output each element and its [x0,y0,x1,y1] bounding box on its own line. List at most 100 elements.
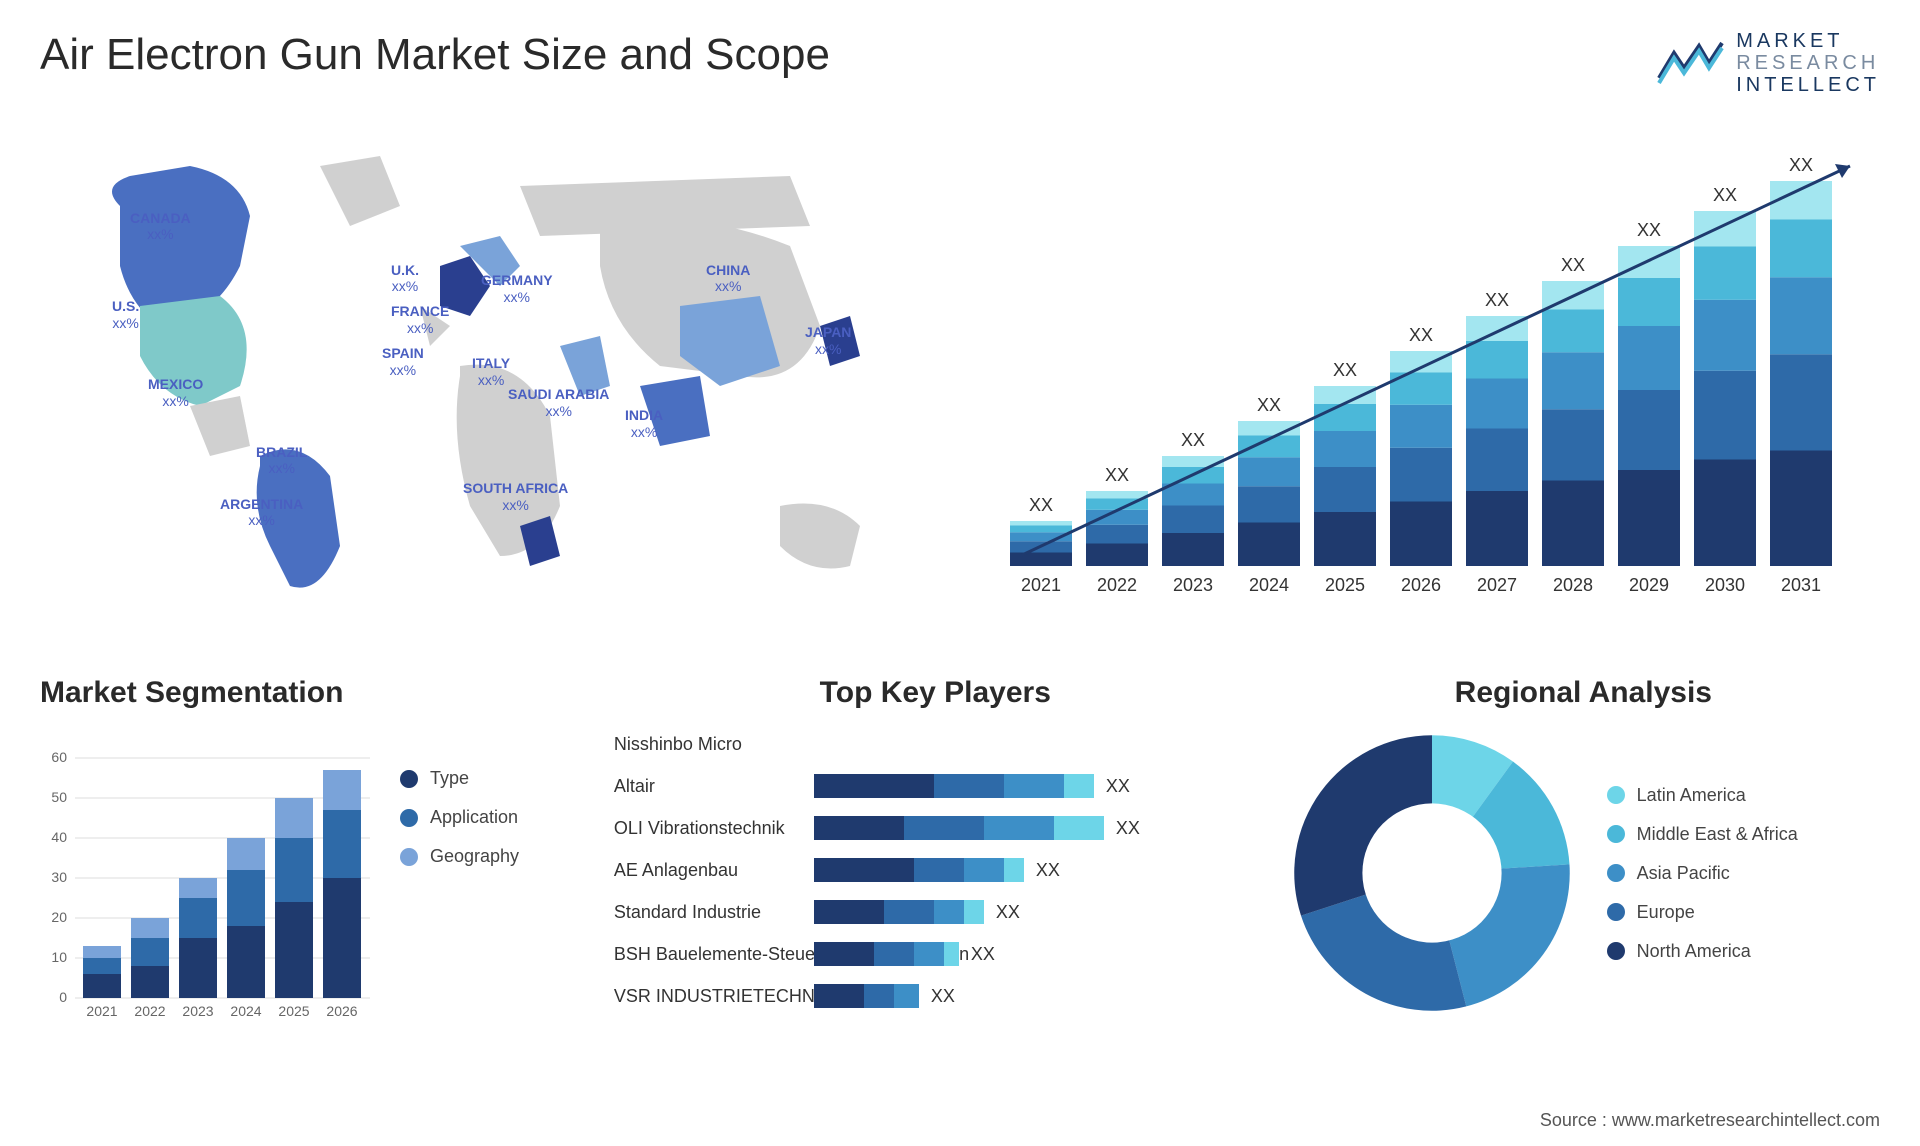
map-label: SAUDI ARABIAxx% [508,386,609,420]
growth-bar-segment [1542,409,1604,480]
growth-bar-segment [1086,525,1148,544]
svg-text:2026: 2026 [326,1003,357,1019]
growth-bar-segment [1238,457,1300,486]
player-bar-segment [964,900,984,924]
seg-bar-segment [131,966,169,998]
map-label: U.K.xx% [391,262,419,296]
player-bar-segment [1064,774,1094,798]
growth-bar-segment [1162,484,1224,506]
growth-year-label: 2030 [1705,575,1745,595]
map-label: GERMANYxx% [481,272,553,306]
player-name: Altair [614,776,814,797]
growth-year-label: 2021 [1021,575,1061,595]
growth-bar-segment [1010,526,1072,533]
growth-bar-segment [1390,448,1452,502]
legend-label: Application [430,807,518,828]
map-label: JAPANxx% [805,324,851,358]
legend-label: Type [430,768,469,789]
legend-dot [400,809,418,827]
player-bar-segment [814,858,914,882]
growth-bar-label: XX [1257,395,1281,415]
legend-item: Latin America [1607,785,1798,806]
seg-bar-segment [83,974,121,998]
player-value: XX [1036,860,1060,881]
players-title: Top Key Players [614,676,1257,710]
player-row: Altair XX [614,770,1257,802]
player-value: XX [931,986,955,1007]
players-panel: Top Key Players Nisshinbo MicroAltairXXO… [614,676,1257,1028]
growth-chart-panel: XXXXXXXXXXXXXXXXXXXXXX 20212022202320242… [980,116,1880,616]
players-list: Nisshinbo MicroAltairXXOLI Vibrationstec… [614,728,1257,1012]
player-bar-segment [914,858,964,882]
player-row: Standard IndustrieXX [614,896,1257,928]
regional-donut [1287,728,1577,1018]
seg-bar-segment [83,958,121,974]
growth-bar-segment [1694,460,1756,567]
player-row: AE AnlagenbauXX [614,854,1257,886]
player-bar-segment [964,858,1004,882]
growth-bar-segment [1542,352,1604,409]
player-bar [814,942,959,966]
legend-dot [1607,825,1625,843]
player-bar-segment [1054,816,1104,840]
seg-bar-segment [83,946,121,958]
map-label: INDIAxx% [625,407,663,441]
growth-bar-segment [1770,451,1832,567]
player-value: XX [971,944,995,965]
growth-bar-segment [1694,211,1756,247]
legend-item: Geography [400,846,519,867]
regional-title: Regional Analysis [1287,676,1880,710]
player-bar [814,984,919,1008]
player-bar-segment [984,816,1054,840]
growth-bar-label: XX [1105,465,1129,485]
growth-bar-segment [1466,316,1528,341]
growth-bar-label: XX [1789,155,1813,175]
player-value: XX [1106,776,1130,797]
legend-label: Europe [1637,902,1695,923]
growth-bar-segment [1314,404,1376,431]
svg-text:2024: 2024 [230,1003,261,1019]
growth-bar-label: XX [1029,495,1053,515]
bottom-row: Market Segmentation 20212022202320242025… [40,676,1880,1028]
growth-bar-segment [1162,533,1224,566]
growth-bar-segment [1542,310,1604,353]
player-row: VSR INDUSTRIETECHNIKXX [614,980,1257,1012]
player-bar [814,774,1094,798]
map-label: CANADAxx% [130,210,191,244]
map-label: SPAINxx% [382,345,424,379]
seg-bar-segment [227,838,265,870]
segmentation-panel: Market Segmentation 20212022202320242025… [40,676,584,1028]
growth-bar-segment [1238,523,1300,567]
player-bar-segment [944,942,959,966]
legend-dot [1607,903,1625,921]
growth-bar-segment [1618,390,1680,470]
growth-bar-segment [1770,220,1832,278]
svg-text:40: 40 [51,829,67,845]
growth-bar-label: XX [1181,430,1205,450]
legend-dot [1607,942,1625,960]
seg-bar-segment [323,810,361,878]
svg-text:2021: 2021 [86,1003,117,1019]
top-row: CANADAxx%U.S.xx%MEXICOxx%BRAZILxx%ARGENT… [40,116,1880,636]
legend-item: Type [400,768,519,789]
player-bar-segment [934,900,964,924]
player-name: BSH Bauelemente-Steuerungsbau-Hofmann [614,944,814,965]
growth-bar-segment [1314,431,1376,467]
growth-bar-label: XX [1333,360,1357,380]
growth-year-label: 2026 [1401,575,1441,595]
legend-item: Asia Pacific [1607,863,1798,884]
player-row: BSH Bauelemente-Steuerungsbau-Hofmann XX [614,938,1257,970]
map-label: MEXICOxx% [148,376,203,410]
legend-label: North America [1637,941,1751,962]
growth-year-label: 2027 [1477,575,1517,595]
growth-bar-segment [1390,405,1452,448]
svg-text:50: 50 [51,789,67,805]
logo-icon [1654,38,1724,88]
seg-bar-segment [275,798,313,838]
growth-bar-segment [1770,277,1832,354]
growth-bar-segment [1314,386,1376,404]
growth-chart: XXXXXXXXXXXXXXXXXXXXXX 20212022202320242… [980,116,1880,616]
logo-line-3: INTELLECT [1736,74,1880,96]
growth-bar-segment [1010,521,1072,526]
growth-bar-label: XX [1713,185,1737,205]
